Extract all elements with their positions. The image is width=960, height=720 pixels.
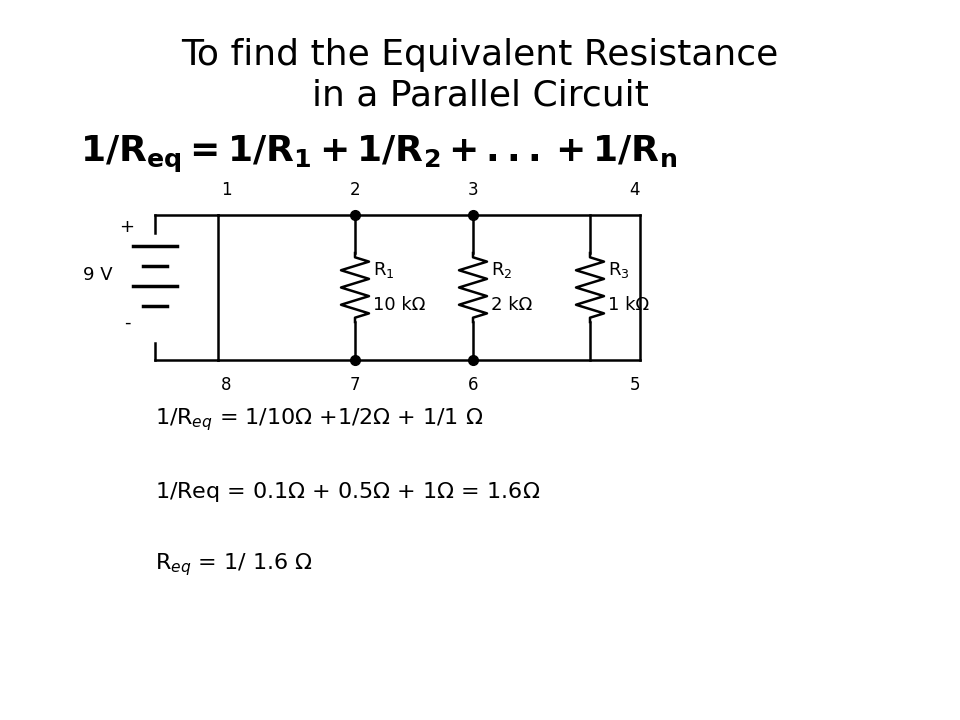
Text: 8: 8 bbox=[221, 376, 231, 394]
Text: -: - bbox=[124, 313, 131, 331]
Text: 4: 4 bbox=[630, 181, 640, 199]
Text: R$_1$: R$_1$ bbox=[373, 259, 395, 279]
Text: $\mathbf{1/R_{eq} = 1/R_1 + 1/R_2 + ... + 1/R_n}$: $\mathbf{1/R_{eq} = 1/R_1 + 1/R_2 + ... … bbox=[80, 133, 677, 174]
Text: +: + bbox=[119, 217, 134, 235]
Text: R$_{eq}$ = 1/ 1.6 $\Omega$: R$_{eq}$ = 1/ 1.6 $\Omega$ bbox=[155, 552, 313, 578]
Text: R$_2$: R$_2$ bbox=[491, 259, 513, 279]
Text: in a Parallel Circuit: in a Parallel Circuit bbox=[312, 78, 648, 112]
Text: 9 V: 9 V bbox=[84, 266, 113, 284]
Text: R$_3$: R$_3$ bbox=[608, 259, 630, 279]
Text: 1: 1 bbox=[221, 181, 231, 199]
Text: 3: 3 bbox=[468, 181, 478, 199]
Text: 1/R$_{eq}$ = 1/10$\Omega$ +1/2$\Omega$ + 1/1 $\Omega$: 1/R$_{eq}$ = 1/10$\Omega$ +1/2$\Omega$ +… bbox=[155, 407, 483, 433]
Text: 6: 6 bbox=[468, 376, 478, 394]
Text: 2 kΩ: 2 kΩ bbox=[491, 297, 532, 315]
Text: 2: 2 bbox=[349, 181, 360, 199]
Text: 1 kΩ: 1 kΩ bbox=[608, 297, 649, 315]
Text: 1/Req = 0.1$\Omega$ + 0.5$\Omega$ + 1$\Omega$ = 1.6$\Omega$: 1/Req = 0.1$\Omega$ + 0.5$\Omega$ + 1$\O… bbox=[155, 480, 540, 504]
Text: 7: 7 bbox=[349, 376, 360, 394]
Text: To find the Equivalent Resistance: To find the Equivalent Resistance bbox=[181, 38, 779, 72]
Text: 10 kΩ: 10 kΩ bbox=[373, 297, 425, 315]
Text: 5: 5 bbox=[630, 376, 640, 394]
